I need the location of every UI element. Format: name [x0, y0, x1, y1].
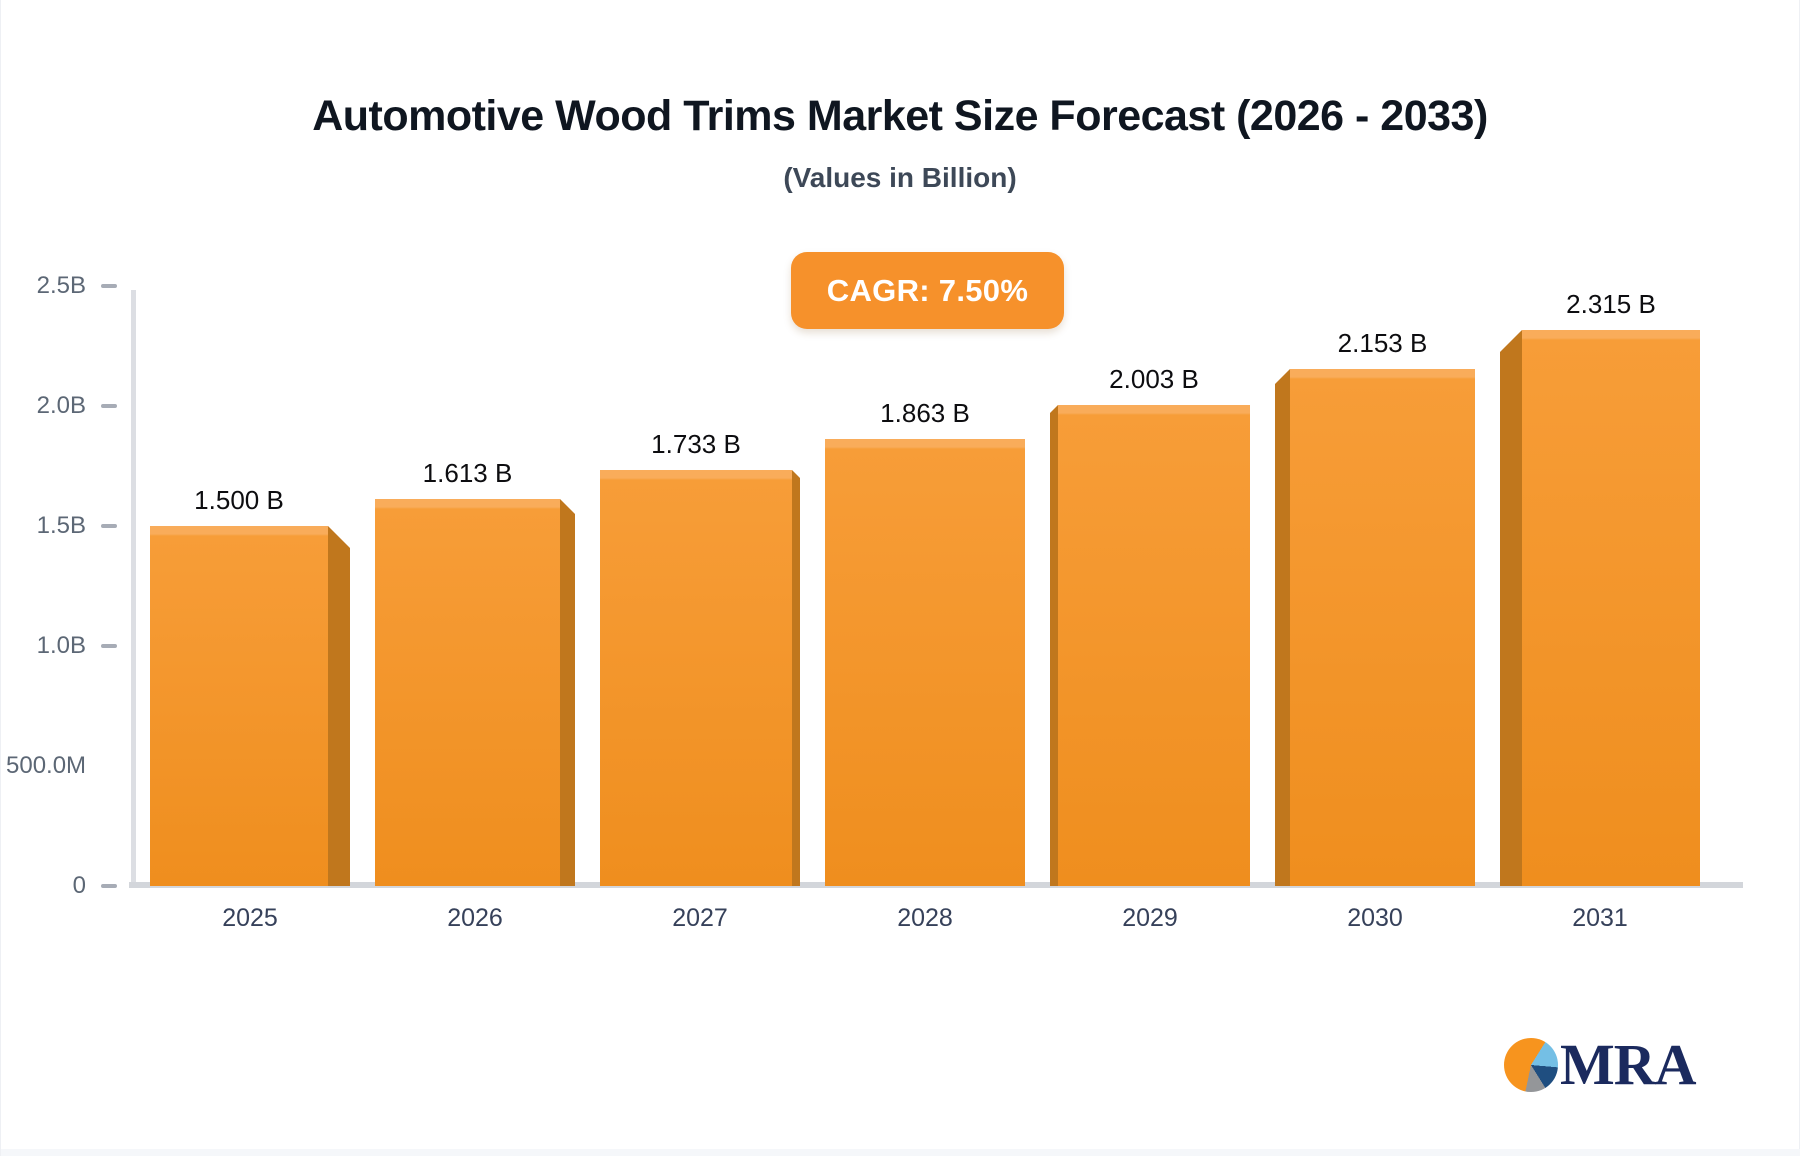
- bar-side-face: [1275, 369, 1290, 886]
- mra-logo: MRA: [1504, 1032, 1697, 1097]
- bar-value-label: 1.500 B: [194, 485, 284, 515]
- bar-side-face: [1500, 330, 1522, 886]
- y-axis-label: 2.0B: [36, 392, 86, 419]
- x-axis-label: 2028: [897, 904, 953, 932]
- bar-value-label: 2.153 B: [1337, 328, 1428, 358]
- x-axis-label: 2027: [672, 904, 728, 932]
- y-axis-label: 1.5B: [36, 512, 86, 539]
- x-axis-label: 2029: [1122, 904, 1178, 932]
- chart-subtitle: (Values in Billion): [783, 162, 1017, 193]
- x-axis-label: 2026: [447, 904, 503, 932]
- y-axis-label: 500.0M: [6, 752, 87, 779]
- y-axis-tick: [101, 644, 117, 648]
- y-axis-label: 2.5B: [36, 272, 86, 299]
- x-axis-label: 2025: [222, 904, 278, 932]
- y-axis-label: 0: [72, 872, 86, 899]
- x-axis-label: 2030: [1347, 904, 1403, 932]
- y-axis-label: 1.0B: [36, 632, 86, 659]
- page-bottom-strip: [1, 1149, 1800, 1156]
- bar-value-label: 2.003 B: [1109, 364, 1199, 394]
- bar-side-face: [1050, 405, 1058, 886]
- bar-2030: [1290, 369, 1475, 886]
- bar-side-face: [792, 470, 800, 886]
- bar-2026: [375, 499, 560, 886]
- bar-side-face: [328, 526, 350, 886]
- cagr-badge-label: CAGR: 7.50%: [826, 272, 1029, 308]
- y-axis-tick: [101, 284, 117, 288]
- bar-side-face: [560, 499, 575, 886]
- y-axis-tick: [101, 524, 117, 528]
- y-axis-tick: [101, 404, 117, 408]
- x-axis-label: 2031: [1572, 904, 1628, 932]
- mra-logo-pie-icon: [1504, 1038, 1558, 1092]
- bar-2031: [1522, 330, 1700, 886]
- bar-2028: [825, 439, 1025, 886]
- mra-logo-text: MRA: [1560, 1032, 1697, 1097]
- bar-2027: [600, 470, 792, 886]
- bar-2025: [150, 526, 328, 886]
- y-axis-line: [131, 290, 136, 887]
- bar-value-label: 1.733 B: [651, 429, 741, 459]
- bar-2029: [1058, 405, 1250, 886]
- chart-title: Automotive Wood Trims Market Size Foreca…: [312, 92, 1488, 140]
- bar-value-label: 1.613 B: [422, 458, 513, 488]
- y-axis-tick: [101, 884, 117, 888]
- bar-value-label: 1.863 B: [880, 398, 970, 428]
- bar-value-label: 2.315 B: [1566, 289, 1656, 319]
- cagr-badge: CAGR: 7.50%: [791, 252, 1064, 329]
